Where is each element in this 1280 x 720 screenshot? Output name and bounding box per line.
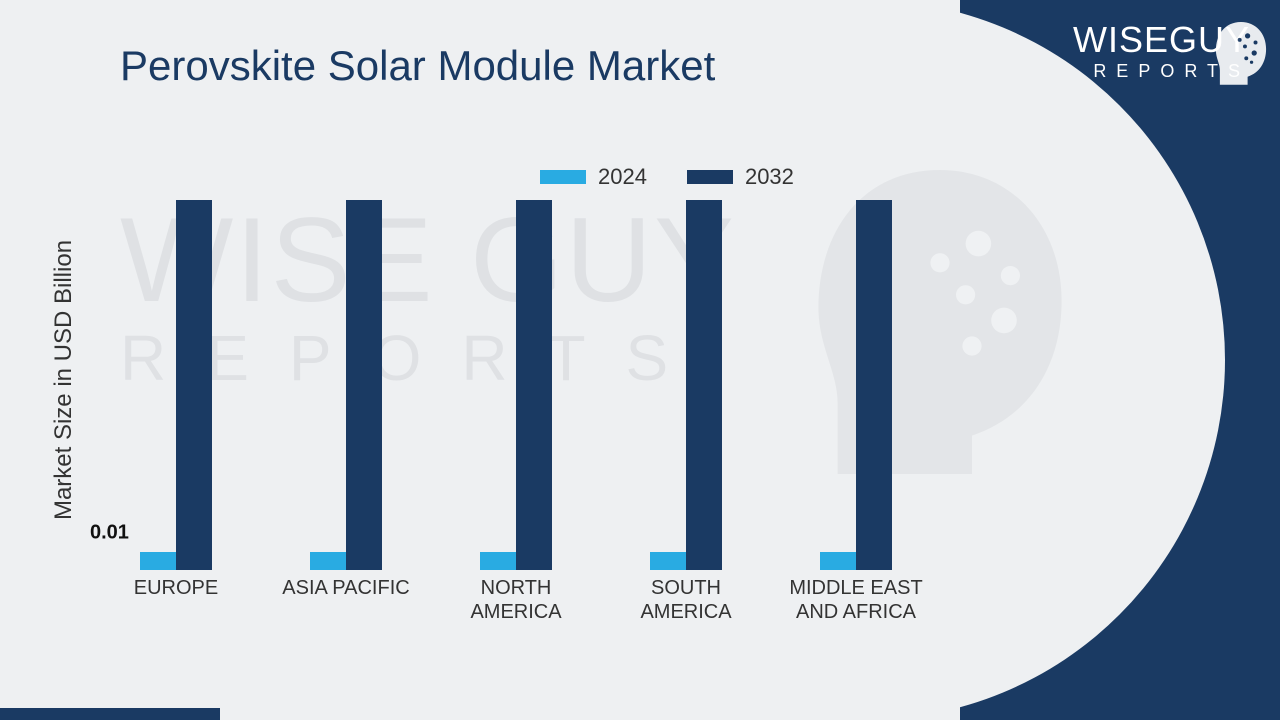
x-label-0: EUROPE <box>101 576 251 600</box>
legend-swatch-2024 <box>540 170 586 184</box>
bar-2024-2 <box>480 552 516 571</box>
legend-swatch-2032 <box>687 170 733 184</box>
plot-area <box>140 200 940 570</box>
y-tick: 0.01 <box>90 522 129 545</box>
y-axis-label: Market Size in USD Billion <box>50 240 78 520</box>
bar-2024-3 <box>650 552 686 571</box>
x-label-2: NORTH AMERICA <box>441 576 591 624</box>
x-label-1: ASIA PACIFIC <box>271 576 421 600</box>
bar-2032-2 <box>516 200 552 570</box>
brand-head-icon <box>1208 16 1274 94</box>
chart-stage: WISE GUY REPORTS WISEGUY REPORTS Perovsk… <box>0 0 1280 720</box>
x-label-4: MIDDLE EAST AND AFRICA <box>781 576 931 624</box>
legend: 2024 2032 <box>540 164 794 190</box>
bar-2024-1 <box>310 552 346 571</box>
legend-item-2032: 2032 <box>687 164 794 190</box>
bar-2032-0 <box>176 200 212 570</box>
bar-2032-4 <box>856 200 892 570</box>
bar-2032-3 <box>686 200 722 570</box>
legend-label-2032: 2032 <box>745 164 794 190</box>
bottom-accent-bar <box>0 708 220 720</box>
bar-2024-0 <box>140 552 176 571</box>
x-label-3: SOUTH AMERICA <box>611 576 761 624</box>
brand-line1a: WISE <box>1073 19 1169 60</box>
chart-title: Perovskite Solar Module Market <box>120 42 715 90</box>
legend-item-2024: 2024 <box>540 164 647 190</box>
bar-2032-1 <box>346 200 382 570</box>
bar-2024-4 <box>820 552 856 571</box>
legend-label-2024: 2024 <box>598 164 647 190</box>
